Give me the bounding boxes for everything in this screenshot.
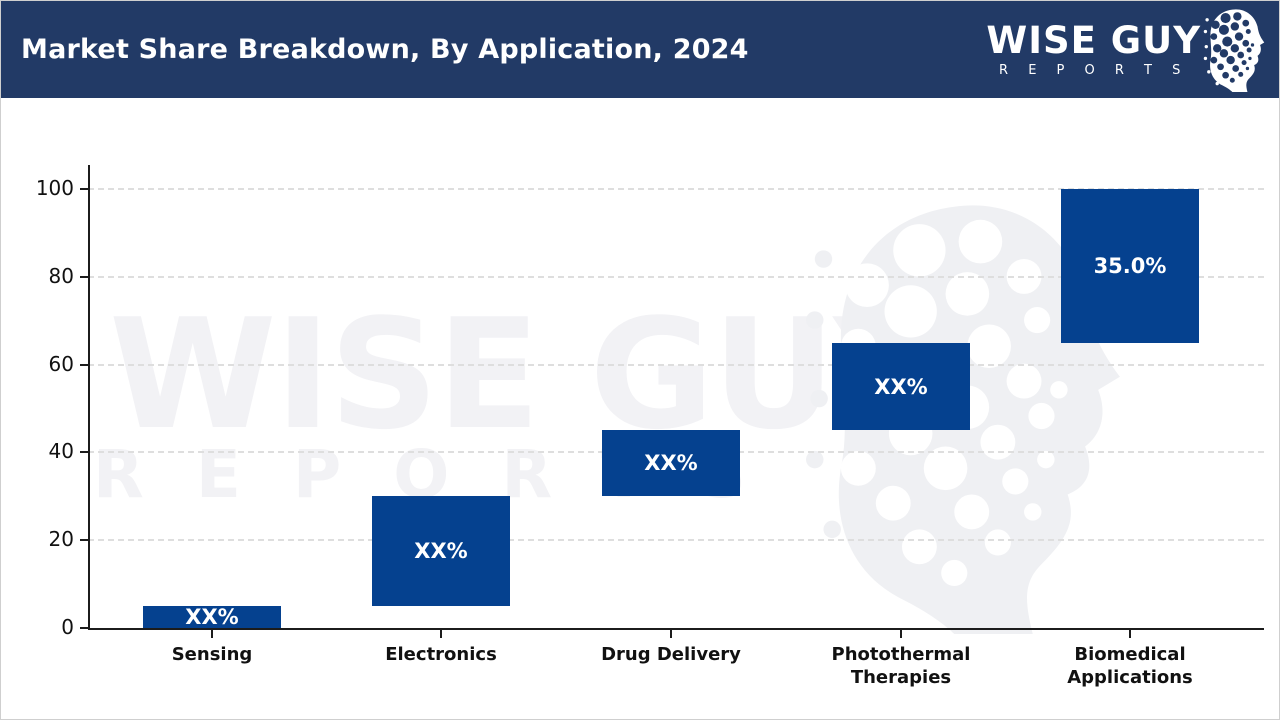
- y-tick-label: 0: [61, 615, 74, 639]
- bar-value-label: XX%: [644, 451, 698, 476]
- y-tick-mark: [80, 363, 88, 366]
- x-tick-mark: [440, 630, 442, 638]
- wiseguy-logo: WISE GUY R E P O R T S: [986, 8, 1265, 92]
- y-tick-label: 100: [35, 176, 74, 200]
- y-gridline: [88, 275, 1264, 278]
- x-category-label: Electronics: [385, 644, 497, 665]
- chart-canvas: WISE GUY REPORTS: [1, 98, 1279, 719]
- bar-drug-delivery: XX%: [602, 430, 740, 497]
- bar-biomedical-applications: 35.0%: [1061, 189, 1199, 343]
- x-category-label: Sensing: [171, 644, 253, 665]
- x-axis-line: [88, 628, 1264, 630]
- y-tick-label: 40: [48, 439, 74, 464]
- y-tick-mark: [80, 188, 88, 190]
- logo-wordmark: WISE GUY: [986, 19, 1201, 62]
- x-category-label: Biomedical Applications: [1067, 644, 1193, 689]
- bar-value-label: XX%: [185, 605, 239, 630]
- y-axis-line: [88, 165, 90, 630]
- y-tick-label: 20: [48, 527, 74, 552]
- chart-title: Market Share Breakdown, By Application, …: [21, 34, 749, 65]
- bar-value-label: XX%: [414, 539, 468, 564]
- bar-sensing: XX%: [143, 605, 281, 630]
- y-tick-mark: [80, 275, 88, 278]
- y-tick-label: 80: [48, 263, 74, 288]
- y-gridline: [88, 539, 1264, 542]
- bar-value-label: XX%: [874, 374, 928, 399]
- bar-electronics: XX%: [372, 496, 510, 607]
- logo-subtitle: R E P O R T S: [999, 63, 1189, 78]
- y-tick-mark: [80, 627, 88, 629]
- wiseguy-head-icon: [1203, 8, 1265, 92]
- x-category-label: Drug Delivery: [601, 644, 741, 665]
- y-tick-mark: [80, 539, 88, 542]
- header: Market Share Breakdown, By Application, …: [1, 1, 1279, 98]
- y-tick-label: 60: [48, 351, 74, 376]
- y-tick-mark: [80, 451, 88, 454]
- x-tick-mark: [211, 630, 213, 638]
- x-category-label: Photothermal Therapies: [831, 644, 971, 689]
- y-gridline: [88, 363, 1264, 366]
- bar-value-label: 35.0%: [1093, 253, 1167, 278]
- x-tick-mark: [670, 630, 672, 638]
- x-tick-mark: [1129, 630, 1131, 638]
- watermark-wordmark: WISE GUY: [109, 286, 944, 463]
- x-tick-mark: [900, 630, 902, 638]
- bar-photothermal-therapies: XX%: [832, 342, 970, 431]
- y-gridline: [88, 188, 1264, 190]
